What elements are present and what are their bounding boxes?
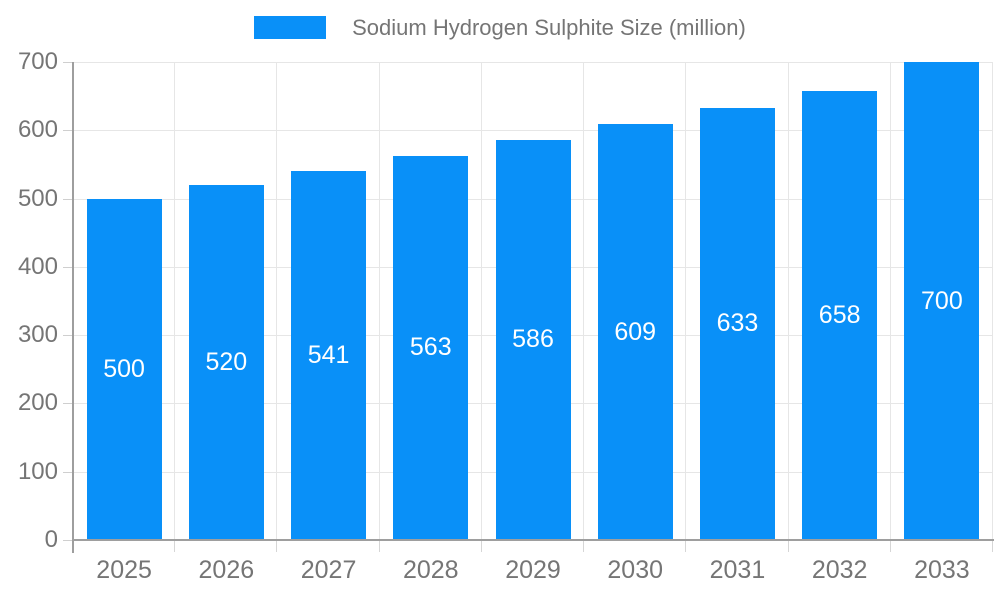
bar-value-label-2030: 609 [614,317,657,346]
y-axis-label-600: 600 [17,116,58,144]
x-axis-tick-4 [480,541,482,552]
x-axis-tick-9 [992,541,993,552]
y-axis-tick-100 [63,471,72,473]
bar-2029[interactable]: 586 [495,139,571,540]
chart-legend[interactable]: Sodium Hydrogen Sulphite Size (million) [0,16,1000,39]
h-gridline-700 [73,62,993,63]
bar-2032[interactable]: 658 [802,90,878,540]
v-gridline-1 [174,62,176,540]
y-axis-tick-400 [63,266,72,268]
y-axis-label-400: 400 [17,252,58,280]
v-gridline-2 [276,62,278,540]
x-axis-label-2031: 2031 [709,556,766,584]
bar-2028[interactable]: 563 [393,155,469,540]
y-axis-label-300: 300 [17,321,58,349]
x-axis-label-2033: 2033 [914,556,970,584]
x-axis-label-2026: 2026 [198,556,255,584]
x-axis-label-2029: 2029 [505,556,561,584]
v-gridline-6 [685,62,687,540]
bar-2033[interactable]: 700 [904,62,980,540]
bar-value-label-2027: 541 [307,340,350,369]
x-axis-label-2028: 2028 [402,556,459,584]
h-gridline-600 [73,130,993,132]
bar-2030[interactable]: 609 [597,124,673,540]
x-axis-tick-2 [276,541,278,552]
legend-swatch-icon [254,16,327,39]
y-axis-tick-300 [63,335,72,337]
plot-area: 500 520 541 563 586 609 633 658 700 [73,62,993,540]
y-axis-line [72,62,74,553]
x-axis-tick-5 [583,541,585,552]
bar-value-label-2033: 700 [921,286,963,315]
bar-value-label-2026: 520 [205,347,248,376]
v-gridline-3 [378,62,380,540]
bar-value-label-2029: 586 [512,325,554,354]
x-axis-tick-3 [378,541,380,552]
x-axis-label-2025: 2025 [96,556,152,584]
bar-2031[interactable]: 633 [699,107,775,540]
y-axis-tick-0 [63,540,72,541]
y-axis-tick-500 [63,198,72,200]
bar-2027[interactable]: 541 [291,170,367,540]
x-axis-tick-8 [889,541,891,552]
x-axis-label-2027: 2027 [300,556,357,584]
y-axis-label-100: 100 [17,457,58,485]
y-axis-label-700: 700 [17,48,58,75]
x-axis-tick-7 [787,541,789,552]
x-axis-tick-6 [685,541,687,552]
x-axis-label-2032: 2032 [811,556,868,584]
bar-value-label-2028: 563 [409,333,452,362]
bar-2025[interactable]: 500 [86,198,162,540]
v-gridline-8 [889,62,891,540]
bar-value-label-2032: 658 [818,300,861,329]
v-gridline-4 [480,62,482,540]
bar-value-label-2025: 500 [103,354,145,383]
y-axis-label-200: 200 [17,389,58,417]
v-gridline-5 [583,62,585,540]
y-axis-label-0: 0 [44,526,58,553]
x-axis-line [72,539,994,541]
v-gridline-7 [787,62,789,540]
bar-2026[interactable]: 520 [188,184,264,540]
bar-value-label-2031: 633 [716,309,759,338]
x-axis-tick-1 [174,541,176,552]
legend-label: Sodium Hydrogen Sulphite Size (million) [352,14,746,40]
y-axis-label-500: 500 [17,184,58,212]
x-axis-label-2030: 2030 [607,556,664,584]
v-gridline-9 [992,62,993,540]
y-axis-tick-600 [63,130,72,132]
y-axis-tick-700 [63,62,72,63]
y-axis-tick-200 [63,403,72,405]
